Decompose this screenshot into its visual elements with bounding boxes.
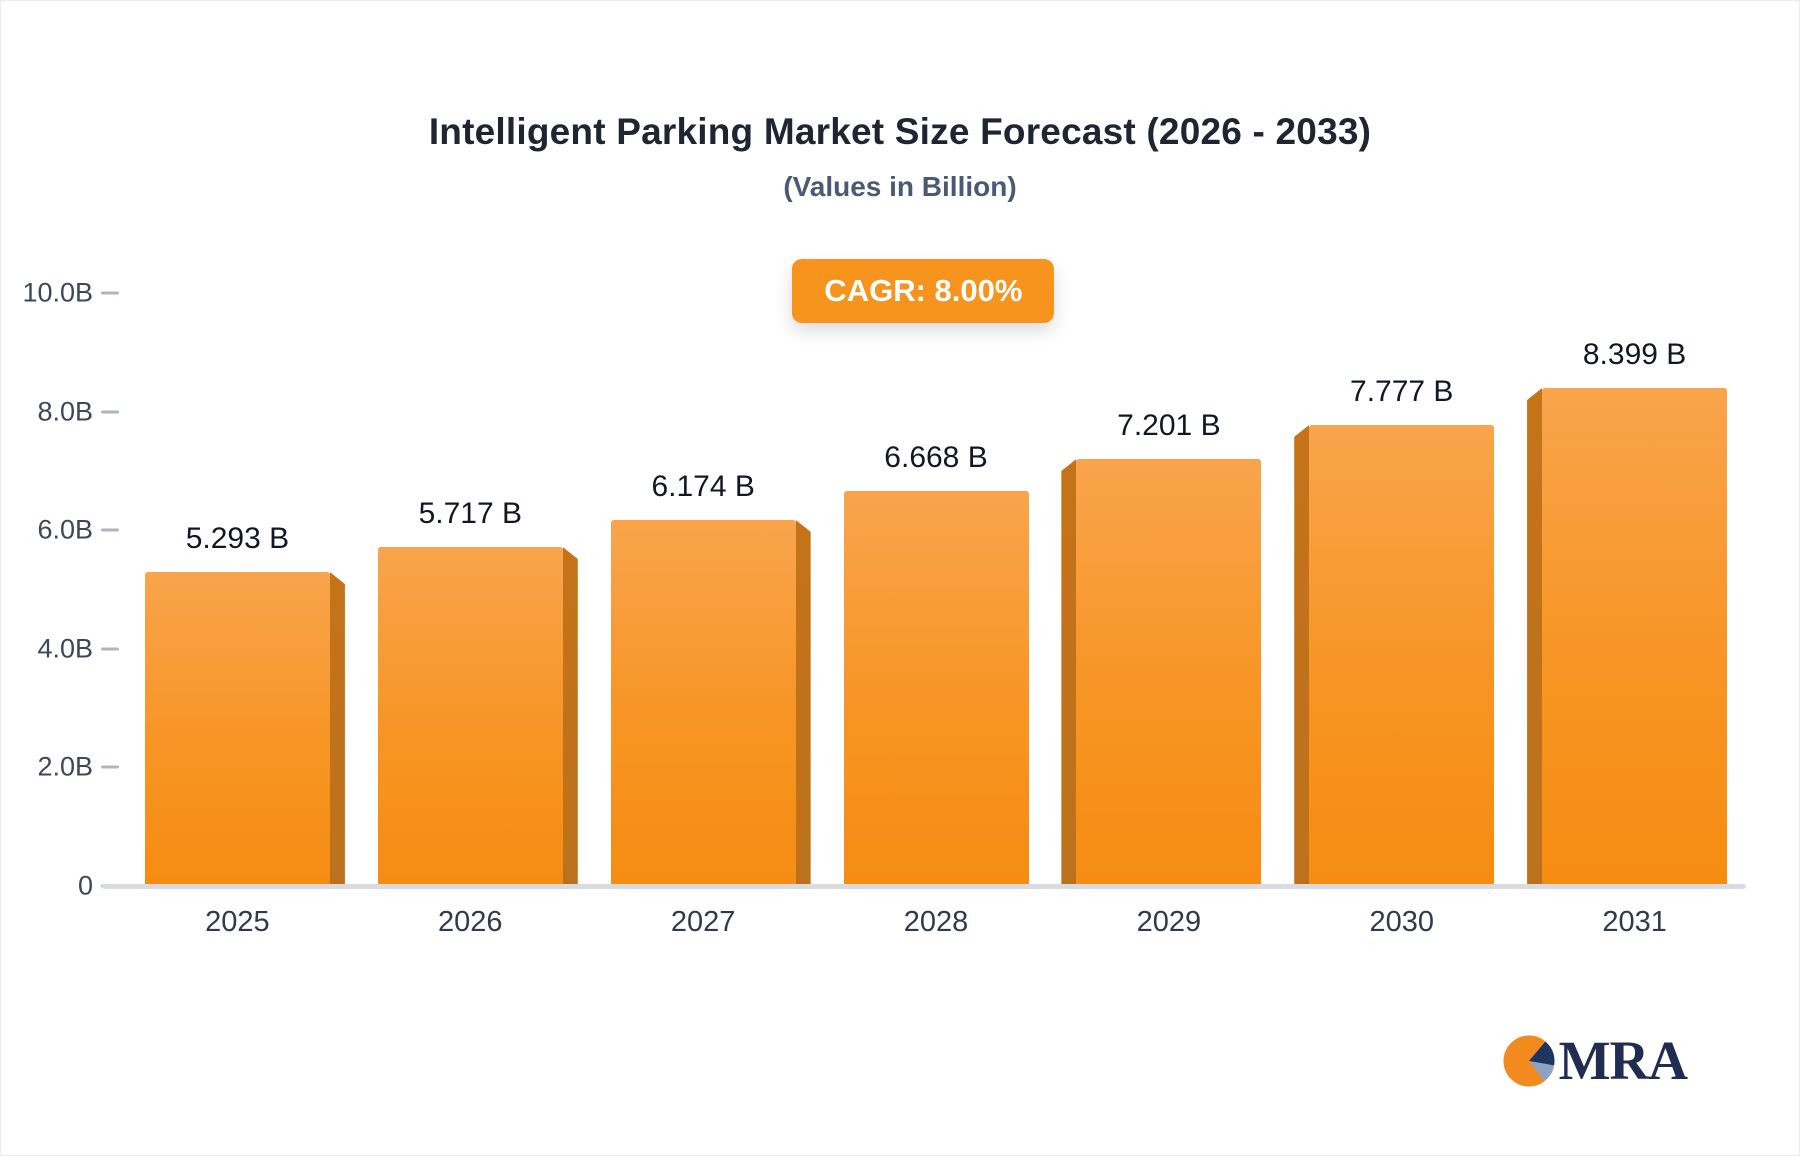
x-axis-label: 2031 — [1602, 906, 1667, 938]
bar-group: 8.399 B — [1518, 293, 1751, 886]
bar-2029 — [1076, 458, 1262, 886]
bar-value-label: 5.293 B — [185, 522, 290, 556]
y-axis-tick — [101, 765, 119, 769]
bar-value-label: 5.717 B — [418, 496, 522, 530]
bar-2030 — [1309, 424, 1495, 886]
x-axis-line — [102, 884, 1746, 889]
y-axis-label: 8.0B — [37, 396, 93, 427]
x-axis-label: 2025 — [205, 906, 270, 938]
bar-2028 — [843, 490, 1029, 886]
chart-subtitle: (Values in Billion) — [783, 171, 1017, 202]
y-axis-label: 10.0B — [22, 277, 93, 308]
bar-value-label: 6.174 B — [651, 469, 755, 503]
bar-2026 — [377, 546, 563, 886]
bar-value-label: 6.668 B — [884, 440, 988, 474]
bar-2031 — [1542, 387, 1728, 886]
cagr-badge: CAGR: 8.00% — [792, 259, 1055, 323]
x-axis-label: 2029 — [1136, 906, 1202, 938]
bar-2027 — [610, 519, 796, 886]
x-axis-label: 2030 — [1369, 906, 1434, 938]
y-axis-tick — [101, 647, 119, 651]
y-axis-label: 2.0B — [37, 751, 93, 782]
x-axis-label: 2027 — [670, 906, 736, 938]
bar-value-label: 8.399 B — [1582, 337, 1687, 371]
bar-value-label: 7.201 B — [1117, 408, 1221, 442]
y-axis-label: 4.0B — [37, 633, 93, 664]
bar-group: 6.668 B — [820, 293, 1053, 886]
x-axis-label: 2028 — [903, 906, 969, 938]
y-axis-tick — [101, 528, 119, 532]
y-axis-tick — [101, 410, 119, 414]
y-axis-tick — [101, 291, 119, 295]
bar-group: 5.293 B — [121, 293, 354, 886]
bar-value-label: 7.777 B — [1350, 374, 1454, 408]
x-axis-label: 2026 — [438, 906, 503, 938]
chart-title: Intelligent Parking Market Size Forecast… — [428, 111, 1372, 152]
bar-group: 7.777 B — [1285, 293, 1518, 886]
bar-group: 7.201 B — [1052, 293, 1285, 886]
bar-2025 — [144, 572, 330, 886]
y-axis-label: 6.0B — [37, 514, 93, 545]
y-axis: 0 2.0B 4.0B 6.0B 8.0B 10.0B — [1, 278, 121, 901]
bar-group: 5.717 B — [354, 293, 587, 886]
mra-logo-icon — [1502, 1034, 1556, 1088]
y-axis-label: 0 — [77, 870, 93, 901]
mra-logo-text: MRA — [1558, 1030, 1688, 1091]
bar-group: 6.174 B — [587, 293, 820, 886]
x-axis-labels: 2025 2026 2027 2028 2029 2030 2031 — [121, 906, 1751, 939]
bars: 5.293 B 5.717 B 6.174 B 6.668 B 7.201 B 7.777… — [121, 293, 1751, 886]
mra-logo: MRA — [1502, 1030, 1688, 1091]
